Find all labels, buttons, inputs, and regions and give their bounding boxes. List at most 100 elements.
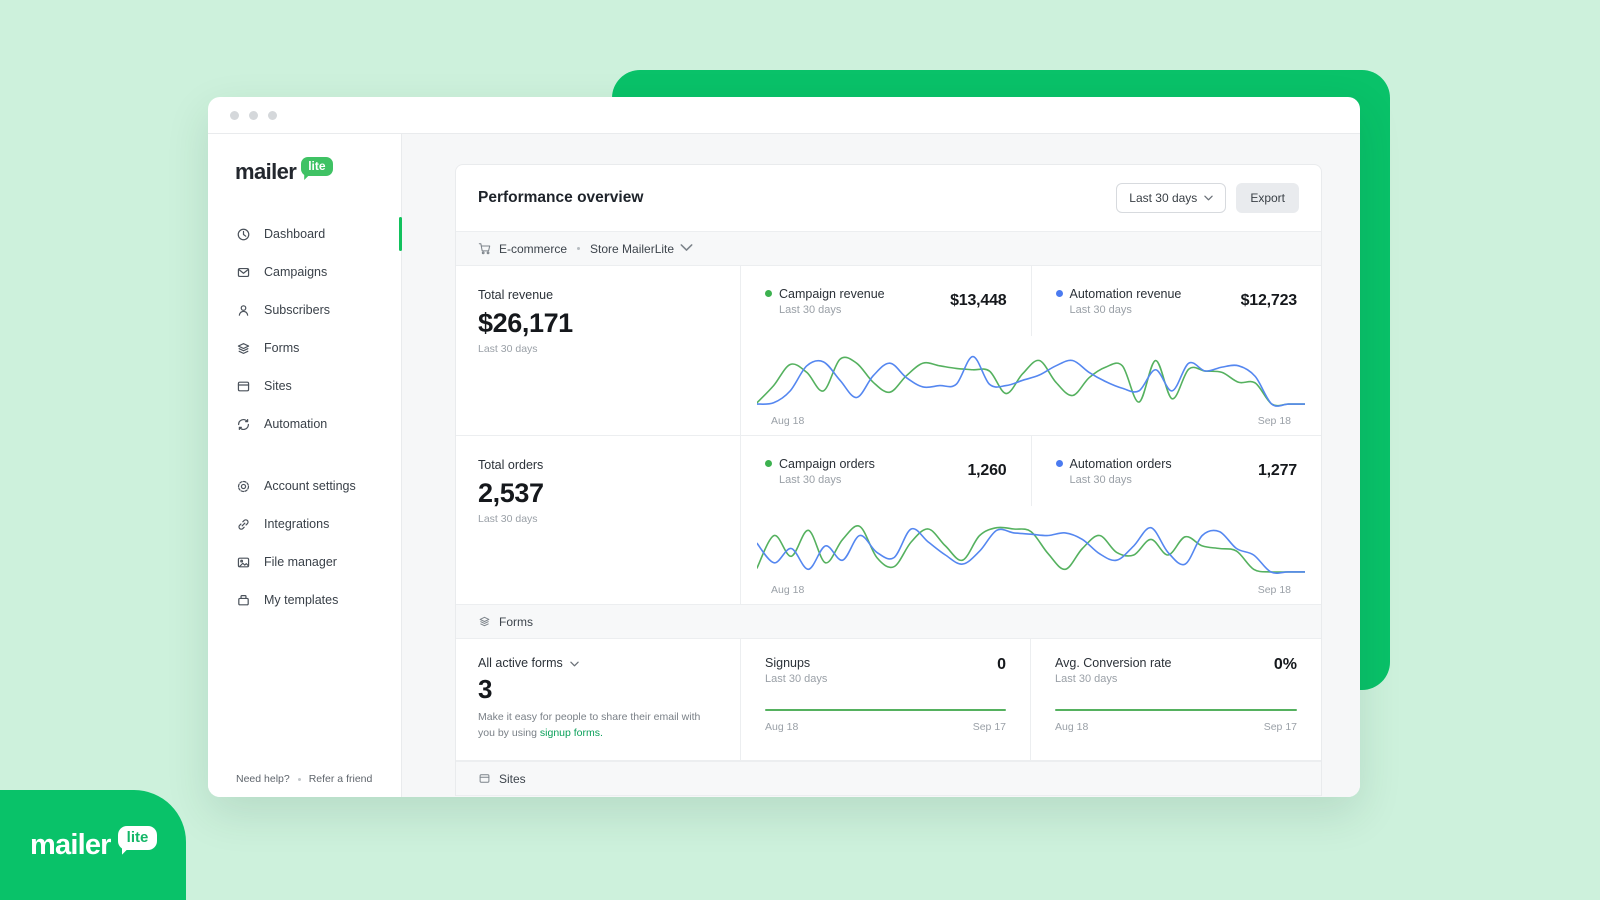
logo-text: mailer: [235, 159, 297, 184]
chevron-down-icon: [570, 656, 579, 670]
sidebar-item-sites[interactable]: Sites: [208, 367, 401, 405]
blue-series-dot: [1055, 290, 1063, 297]
sites-icon: [479, 774, 490, 783]
total-revenue-period: Last 30 days: [478, 343, 538, 355]
revenue-line-chart: [757, 346, 1305, 412]
blue-series-dot: [1055, 460, 1063, 467]
sidebar-item-integrations[interactable]: Integrations: [208, 505, 401, 543]
total-orders-cell: Total orders 2,537 Last 30 days: [456, 436, 741, 604]
forms-section-header: Forms: [456, 604, 1321, 639]
automation-orders-period: Last 30 days: [1069, 473, 1132, 486]
corner-logo-lite-badge: lite: [117, 826, 158, 850]
store-selector[interactable]: Store MailerLite: [590, 241, 693, 257]
header-actions: Last 30 days Export: [1116, 183, 1299, 213]
total-orders-label: Total orders: [478, 458, 544, 472]
orders-chart: Aug 18 Sep 18: [741, 506, 1321, 604]
orders-row: Total orders 2,537 Last 30 days: [456, 435, 1321, 604]
campaign-revenue-label: Campaign revenue: [779, 286, 885, 301]
automation-revenue-value: $12,723: [1240, 292, 1298, 309]
revenue-axis-start: Aug 18: [771, 415, 805, 427]
forms-section-label: Forms: [499, 614, 533, 629]
conversion-flat-line-chart: [1055, 709, 1297, 711]
forms-icon: [237, 342, 250, 354]
sidebar-nav: Dashboard Campaigns Subscribers Forms Sites A…: [208, 215, 402, 619]
sidebar-item-label: Account settings: [264, 479, 356, 493]
main-area: Performance overview Last 30 days Export: [402, 134, 1360, 797]
breadcrumb: E-commerce Store MailerLite: [456, 231, 1321, 266]
window-control-dot[interactable]: [249, 110, 258, 120]
automation-revenue-period: Last 30 days: [1069, 303, 1132, 316]
sidebar-item-label: Integrations: [264, 517, 330, 531]
automation-revenue-label: Automation revenue: [1069, 286, 1182, 301]
orders-detail: Campaign orders Last 30 days 1,260: [741, 436, 1321, 604]
settings-icon: [237, 480, 250, 492]
templates-icon: [238, 594, 249, 605]
refer-a-friend-link[interactable]: Refer a friend: [308, 773, 373, 785]
green-series-dot: [765, 460, 772, 467]
need-help-link[interactable]: Need help?: [236, 773, 290, 785]
sidebar-item-forms[interactable]: Forms: [208, 329, 401, 367]
campaigns-icon: [237, 267, 250, 277]
integrations-icon: [238, 518, 249, 530]
forms-row: All active forms 3 Make it easy for peop…: [456, 639, 1321, 761]
signups-label: Signups: [765, 656, 811, 670]
window-control-dot[interactable]: [230, 110, 239, 120]
campaign-revenue-value: $13,448: [950, 292, 1007, 309]
sidebar-item-automation[interactable]: Automation: [208, 405, 401, 443]
page-title: Performance overview: [478, 189, 644, 206]
active-forms-cell: All active forms 3 Make it easy for peop…: [456, 639, 741, 760]
conversion-cell: Avg. Conversion rate Last 30 days 0% Aug…: [1031, 639, 1321, 760]
revenue-axis-end: Sep 18: [1257, 415, 1291, 427]
window-body: mailer lite Dashboard Campaigns Subscriber…: [208, 134, 1360, 797]
mailerlite-logo: mailer lite: [235, 157, 401, 184]
orders-axis-end: Sep 18: [1257, 584, 1291, 596]
separator-dot: [577, 247, 581, 250]
sidebar-item-label: Dashboard: [264, 227, 326, 241]
export-button[interactable]: Export: [1236, 183, 1299, 213]
sidebar-item-label: Sites: [264, 379, 292, 393]
cart-icon: [478, 243, 491, 255]
revenue-stats: Campaign revenue Last 30 days $13,448: [741, 266, 1321, 336]
logo-lite-badge: lite: [301, 157, 333, 176]
green-series-dot: [765, 290, 772, 297]
active-forms-dropdown[interactable]: All active forms: [478, 656, 718, 670]
date-range-dropdown[interactable]: Last 30 days: [1116, 183, 1227, 213]
orders-line-chart: [757, 516, 1305, 581]
forms-icon: [479, 616, 490, 627]
window-control-dot[interactable]: [268, 110, 277, 120]
campaign-orders-value: 1,260: [967, 462, 1007, 479]
breadcrumb-section: E-commerce: [499, 241, 568, 256]
signup-forms-link[interactable]: signup forms.: [539, 726, 603, 739]
conversion-period: Last 30 days: [1055, 673, 1118, 685]
sidebar-item-dashboard[interactable]: Dashboard: [208, 215, 402, 253]
chevron-down-icon: [1204, 195, 1214, 201]
performance-card: Performance overview Last 30 days Export: [455, 164, 1322, 796]
active-forms-description-text: Make it easy for people to share their e…: [478, 711, 701, 739]
file-manager-icon: [237, 557, 250, 567]
sidebar-item-my-templates[interactable]: My templates: [208, 581, 401, 619]
active-forms-value: 3: [478, 674, 493, 704]
automation-orders-stat: Automation orders Last 30 days 1,277: [1030, 436, 1322, 506]
sidebar-item-subscribers[interactable]: Subscribers: [208, 291, 401, 329]
sidebar-item-file-manager[interactable]: File manager: [208, 543, 401, 581]
conversion-axis-end: Sep 17: [1263, 721, 1297, 733]
sidebar-item-campaigns[interactable]: Campaigns: [208, 253, 401, 291]
automation-orders-label: Automation orders: [1069, 456, 1172, 471]
conversion-label: Avg. Conversion rate: [1055, 656, 1172, 670]
dashboard-icon: [237, 228, 250, 240]
total-revenue-value: $26,171: [478, 308, 573, 338]
sidebar-item-account-settings[interactable]: Account settings: [208, 467, 401, 505]
total-orders-value: 2,537: [478, 478, 544, 508]
subscribers-icon: [238, 304, 249, 316]
sidebar-item-label: Subscribers: [264, 303, 330, 317]
mailerlite-corner-logo: mailer lite: [0, 790, 186, 900]
campaign-revenue-stat: Campaign revenue Last 30 days $13,448: [741, 266, 1031, 336]
active-forms-label: All active forms: [478, 656, 563, 670]
signups-value: 0: [997, 656, 1006, 673]
signups-period: Last 30 days: [765, 673, 828, 685]
corner-logo-text: mailer: [30, 828, 111, 861]
conversion-value: 0%: [1273, 656, 1297, 673]
campaign-orders-stat: Campaign orders Last 30 days 1,260: [741, 436, 1031, 506]
conversion-axis-start: Aug 18: [1055, 721, 1089, 733]
